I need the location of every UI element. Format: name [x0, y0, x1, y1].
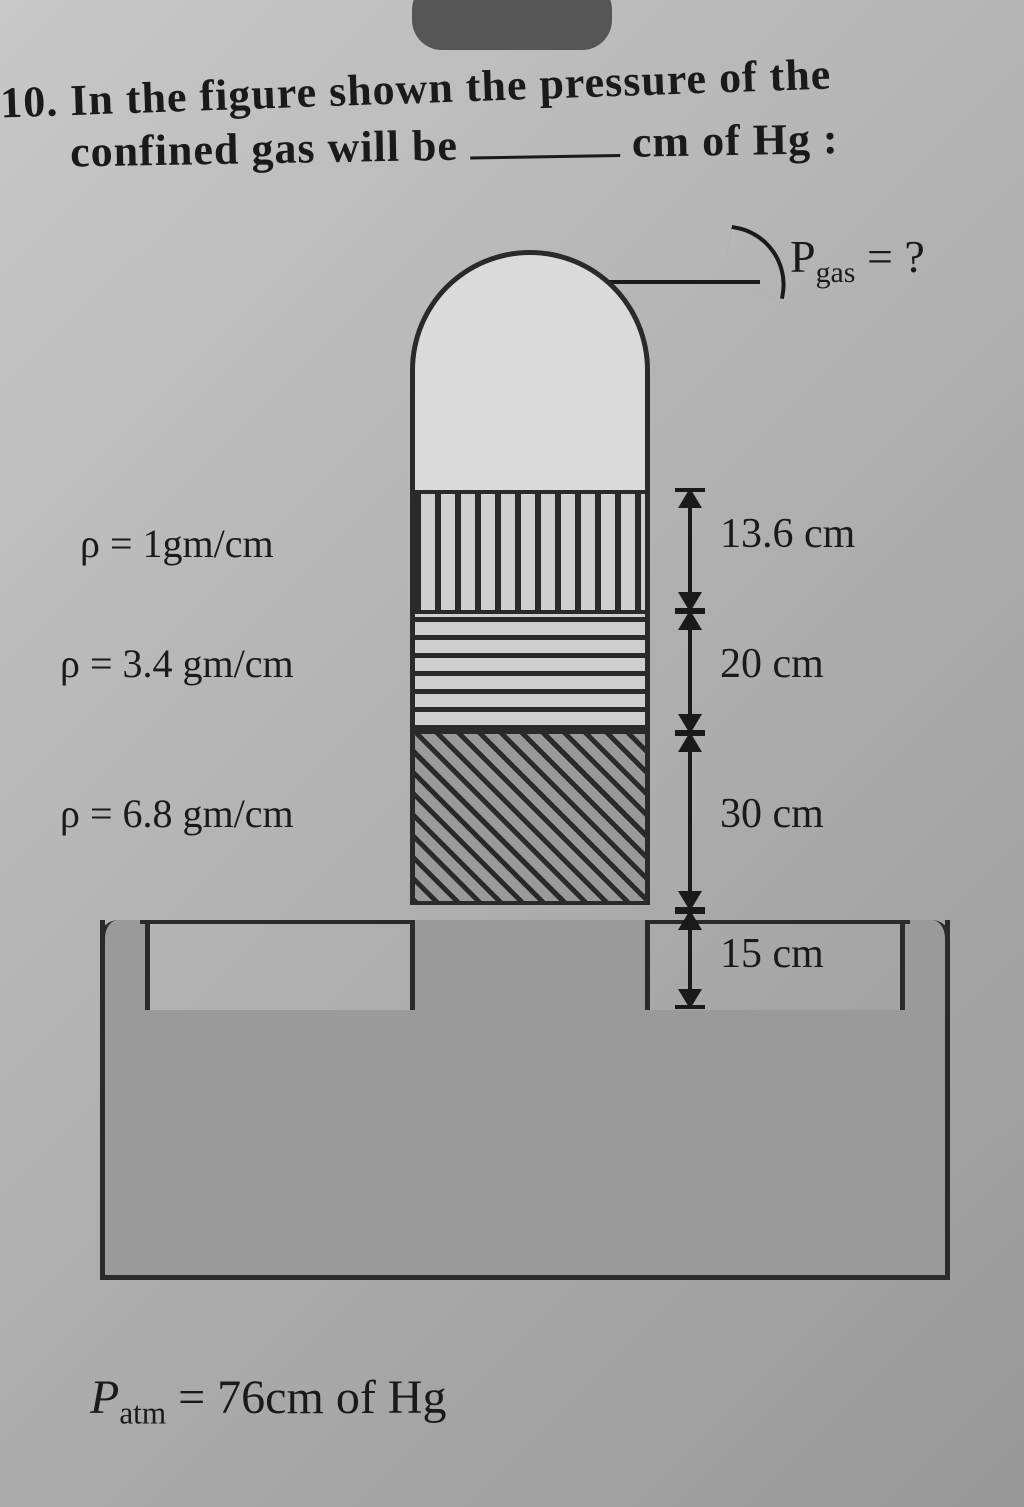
height-label-1: 13.6 cm: [720, 510, 855, 558]
height-label-2: 20 cm: [720, 640, 824, 688]
question-number: 10.: [0, 77, 59, 128]
question-line2a: confined gas will be: [70, 121, 459, 177]
pgas-label: Pgas = ?: [790, 230, 925, 290]
question-line2b: cm of Hg :: [631, 114, 839, 167]
tube-dome: [410, 250, 650, 400]
question-line1: In the figure shown the pressure of the: [69, 50, 832, 126]
patm-P: P: [90, 1371, 119, 1424]
patm-value: = 76cm of Hg: [166, 1371, 446, 1424]
dim-line-3: [688, 734, 692, 909]
density-label-1: ρ = 1gm/cm: [80, 520, 274, 567]
height-label-3: 30 cm: [720, 790, 824, 838]
patm-sub: atm: [119, 1396, 166, 1431]
dim-line-2: [688, 612, 692, 732]
gas-region: [415, 400, 645, 490]
answer-blank: [470, 154, 620, 160]
liquid-surface-left: [140, 920, 415, 924]
liquid-layer-2: [415, 610, 645, 730]
closed-tube: [410, 250, 650, 905]
pgas-sub: gas: [816, 256, 856, 289]
dim-line-4: [688, 912, 692, 1007]
pgas-P: P: [790, 231, 816, 282]
liquid-layer-3: [415, 730, 645, 905]
tube-submerged-segment: [410, 920, 650, 1010]
diagram: Pgas = ? ρ = 1gm/cm ρ = 3.4 gm/cm ρ = 6.…: [60, 250, 960, 1300]
height-label-4: 15 cm: [720, 930, 824, 978]
density-label-3: ρ = 6.8 gm/cm: [60, 790, 294, 837]
patm-label: Patm = 76cm of Hg: [90, 1370, 446, 1432]
density-label-2: ρ = 3.4 gm/cm: [60, 640, 294, 687]
dim-line-1: [688, 490, 692, 610]
pgas-eq: = ?: [855, 231, 924, 282]
tube-body: [410, 400, 650, 905]
page-tab-shadow: [412, 0, 612, 50]
liquid-layer-1: [415, 490, 645, 610]
page-background: 10. In the figure shown the pressure of …: [0, 0, 1024, 1507]
question-text: 10. In the figure shown the pressure of …: [0, 60, 1004, 170]
reservoir-liquid: [100, 1010, 950, 1280]
